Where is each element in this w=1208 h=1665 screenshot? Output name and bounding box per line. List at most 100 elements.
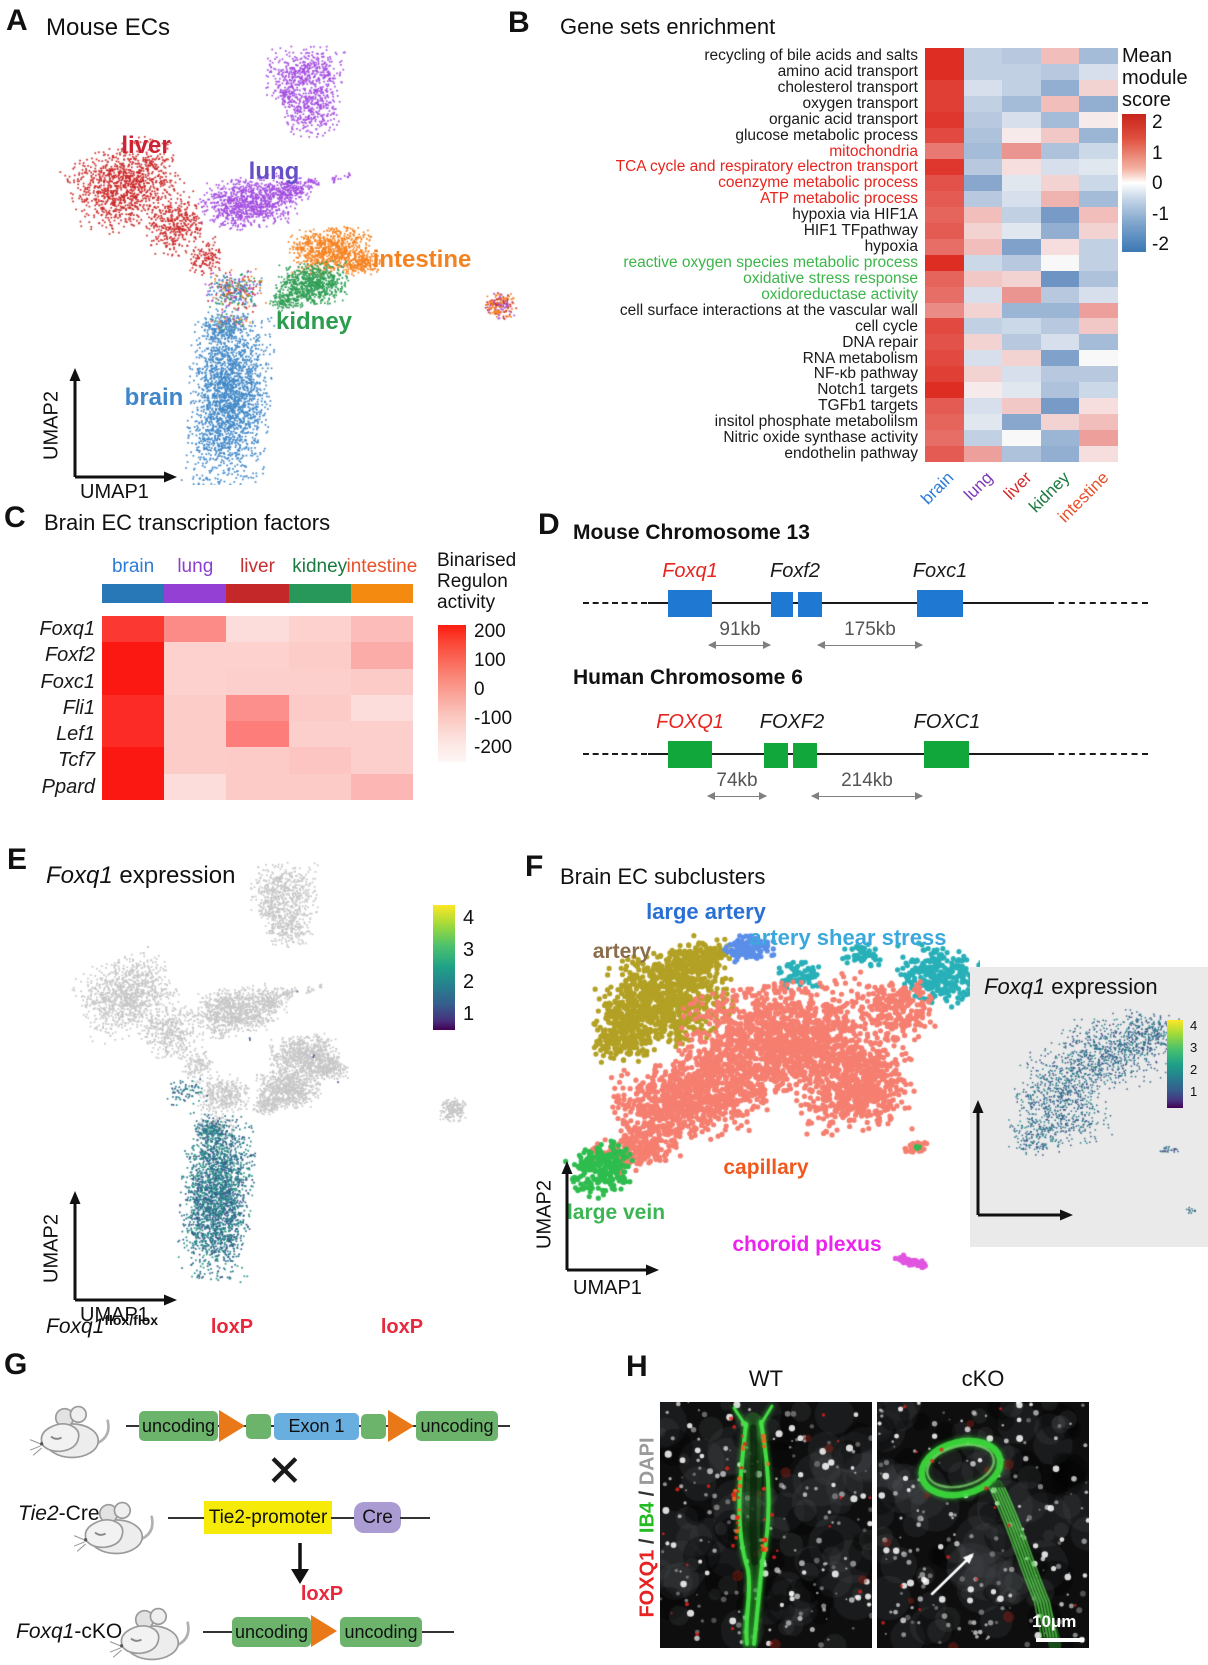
heatmap-cell (963, 382, 1003, 398)
legend-tick: 200 (474, 621, 506, 642)
flox-gene-name: Foxq1 (46, 1315, 105, 1338)
heatmap-cell (963, 334, 1003, 351)
gene-box-FOXF2a (764, 743, 788, 768)
heatmap-cell (288, 773, 351, 800)
tf-row-label: Fli1 (62, 696, 95, 719)
heatmap-cell (102, 747, 165, 774)
panel-letter-f: F (525, 850, 544, 883)
heatmap-cell (1079, 382, 1118, 398)
heatmap-cell (925, 127, 964, 144)
cluster-label-brain: brain (124, 384, 184, 411)
heatmap-cell (1002, 63, 1041, 80)
heatmap-cell (1002, 238, 1041, 255)
umap-axes (69, 1191, 177, 1306)
heatmap-cell (963, 175, 1003, 192)
construct-line (422, 1631, 454, 1633)
umap-axes (69, 368, 177, 483)
heatmap-row-label: insitol phosphate metabolilsm (714, 413, 918, 431)
mouse-icon (74, 1501, 154, 1555)
loxp-triangle-icon (219, 1410, 245, 1442)
umap1-axis-label: UMAP1 (573, 1277, 642, 1299)
heatmap-cell (963, 207, 1003, 223)
heatmap-cell (1002, 429, 1041, 446)
colorbar-tick: 4 (463, 907, 475, 929)
subcluster-label-artery-shear-stress: artery shear stress (749, 925, 947, 950)
subcluster-label-large-vein: large vein (566, 1201, 666, 1224)
heatmap-cell (1040, 429, 1080, 446)
heatmap-cell (925, 175, 964, 192)
tf-row-label: Foxc1 (40, 670, 95, 693)
panel-letter-c: C (4, 501, 26, 534)
heatmap-cell (102, 721, 165, 748)
heatmap-row-label: amino acid transport (777, 62, 918, 80)
column-label-brain: brain (111, 556, 155, 577)
gene-label-foxq1: Foxq1 (662, 560, 718, 582)
heatmap-cell (1002, 175, 1041, 192)
heatmap-cell (1002, 270, 1041, 287)
colorbar-tick: 1 (463, 1003, 475, 1025)
heatmap-cell (963, 413, 1003, 430)
tf-row-label: Ppard (41, 775, 95, 798)
heatmap-cell (288, 694, 351, 722)
gene-box-foxf2a (771, 592, 793, 617)
heatmap-cell (925, 238, 964, 255)
heatmap-cell (925, 63, 964, 80)
heatmap-cell (288, 668, 351, 695)
geneset-row-labels: recycling of bile acids and salts amino a… (450, 48, 918, 462)
inset-colorbar-tick: 4 (1190, 1018, 1198, 1033)
heatmap-cell (1002, 397, 1041, 414)
heatmap-cell (963, 429, 1003, 446)
panel-letter-b: B (508, 6, 530, 39)
mouse-chromosome-title: Mouse Chromosome 13 (573, 521, 810, 544)
legend-tick: 1 (1152, 142, 1163, 164)
distance-91kb: 91kb (719, 619, 761, 640)
mouse-icon (30, 1405, 110, 1459)
heatmap-cell (288, 642, 351, 669)
gene-box-foxf2b (798, 592, 822, 617)
heatmap-cell (226, 773, 289, 800)
cko-gene-name: Foxq1 (16, 1620, 75, 1643)
heatmap-cell (1002, 143, 1041, 160)
heatmap-cell (925, 95, 964, 112)
heatmap-cell (1079, 254, 1118, 271)
heatmap-cell (1079, 302, 1118, 319)
heatmap-row-label: hypoxia via HIF1A (792, 206, 918, 224)
heatmap-cell (1002, 254, 1041, 271)
heatmap-cell (925, 207, 964, 223)
colorbar-tick: 2 (463, 971, 475, 993)
heatmap-row-label: organic acid transport (768, 110, 918, 128)
heatmap-cell (226, 642, 289, 669)
umap-mouse-ecs-plot (35, 25, 535, 485)
construct-line (331, 1517, 356, 1519)
heatmap-cell (1079, 413, 1118, 430)
heatmap-row-label: TCA cycle and respiratory electron trans… (615, 158, 918, 176)
umap2-axis-label: UMAP2 (533, 1180, 556, 1249)
heatmap-cell (1002, 159, 1041, 176)
heatmap-row-label: cholesterol transport (777, 78, 918, 96)
heatmap-cell (925, 334, 964, 351)
foxq1-stain: FOXQ1 (636, 1549, 659, 1618)
heatmap-cell (1079, 429, 1118, 446)
heatmap-cell (1040, 350, 1080, 367)
heatmap-row-label: hypoxia (864, 238, 918, 256)
column-label-lung: lung (177, 556, 214, 577)
heatmap-row-label: mitochondria (829, 142, 918, 160)
heatmap-cell (102, 642, 165, 669)
heatmap-cell (1079, 350, 1118, 367)
flox-superscript: flox/flox (104, 1312, 159, 1328)
heatmap-cell (1079, 127, 1118, 144)
heatmap-cell (164, 642, 227, 669)
heatmap-cell (925, 79, 964, 96)
loxp-triangle-icon (388, 1410, 414, 1442)
heatmap-row-label: reactive oxygen species metabolic proces… (623, 253, 918, 271)
heatmap-cell (925, 222, 964, 239)
heatmap-cell (1079, 222, 1118, 239)
heatmap-row-label: NF-κb pathway (813, 365, 918, 383)
heatmap-cell (1040, 238, 1080, 255)
heatmap-cell (1079, 207, 1118, 223)
heatmap-cell (963, 302, 1003, 319)
heatmap-row-label: glucose metabolic process (735, 126, 918, 144)
heatmap-row-label: oxygen transport (802, 94, 918, 112)
legend-tick: -100 (474, 708, 513, 729)
heatmap-cell (925, 397, 964, 414)
